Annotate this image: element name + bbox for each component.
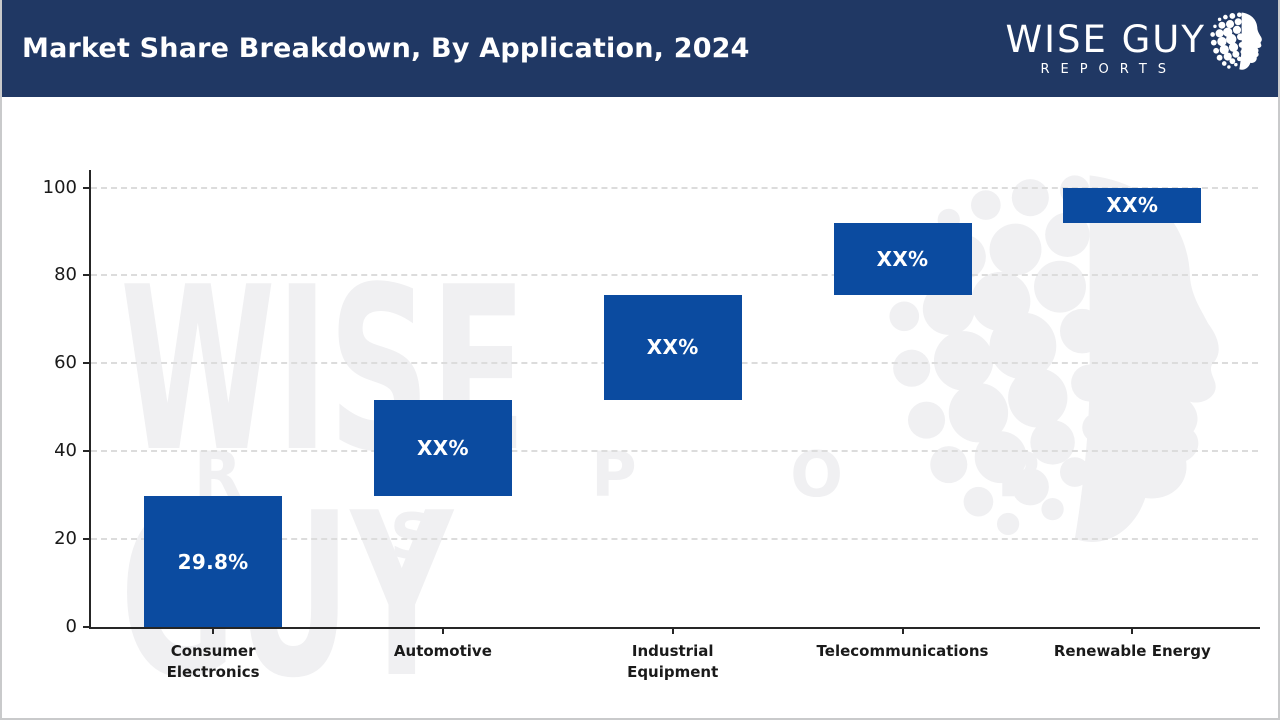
gridline [91,450,1258,453]
gridline [91,186,1258,189]
y-axis-tick-label: 40 [54,440,77,462]
gridline [91,538,1258,541]
x-axis-tick-mark [671,627,674,634]
wise-guy-reports-logo: WISE GUY REPORTS [1006,11,1278,87]
y-axis-tick-mark [83,274,90,277]
page-title: Market Share Breakdown, By Application, … [22,33,750,64]
y-axis-tick-mark [83,538,90,541]
bar-value-label: XX% [417,435,469,460]
category-label: Renewable Energy [1053,642,1211,660]
x-axis-line [89,627,1260,629]
y-axis-line [89,170,91,629]
y-axis-tick-label: 60 [54,352,77,374]
logo-reports-text: REPORTS [1040,61,1178,77]
bar-value-label: XX% [646,335,699,360]
bar-industrial-equipment: XX% [603,294,742,400]
bar-value-label: XX% [1106,193,1159,218]
y-axis-tick-label: 100 [42,176,77,198]
y-axis-tick-mark [83,186,90,189]
bar-renewable-energy: XX% [1063,187,1202,224]
logo-wordmark: WISE GUY [1005,17,1206,61]
bar-consumer-electronics: 29.8% [144,496,283,627]
category-label: Automotive [393,642,492,660]
bar-value-label: XX% [876,246,929,271]
bar-automotive: XX% [373,399,512,497]
x-axis-tick-mark [901,627,904,634]
y-axis-tick-mark [83,450,90,453]
gridline [91,274,1258,277]
logo-text: WISE GUY REPORTS [1006,21,1206,77]
category-label: Industrial Equipment [627,642,719,681]
x-axis-tick-mark [441,627,444,634]
category-label: Consumer Electronics [166,642,260,681]
waterfall-chart: 0 20 40 60 80 100 29.8% Consumer Electronics XX%… [2,97,1278,718]
y-axis-tick-label: 0 [65,616,77,637]
y-axis-tick-mark [83,626,90,628]
y-axis-tick-mark [83,362,90,365]
x-axis-tick-mark [1131,627,1134,634]
y-axis-tick-label: 20 [54,528,77,550]
bar-value-label: 29.8% [177,549,249,574]
logo-dotted-head-icon [1210,11,1262,70]
y-axis-tick-label: 80 [54,264,77,286]
x-axis-tick-mark [212,627,215,634]
bar-telecommunications: XX% [833,223,972,295]
header-bar: Market Share Breakdown, By Application, … [2,0,1278,97]
category-label: Telecommunications [816,642,989,660]
